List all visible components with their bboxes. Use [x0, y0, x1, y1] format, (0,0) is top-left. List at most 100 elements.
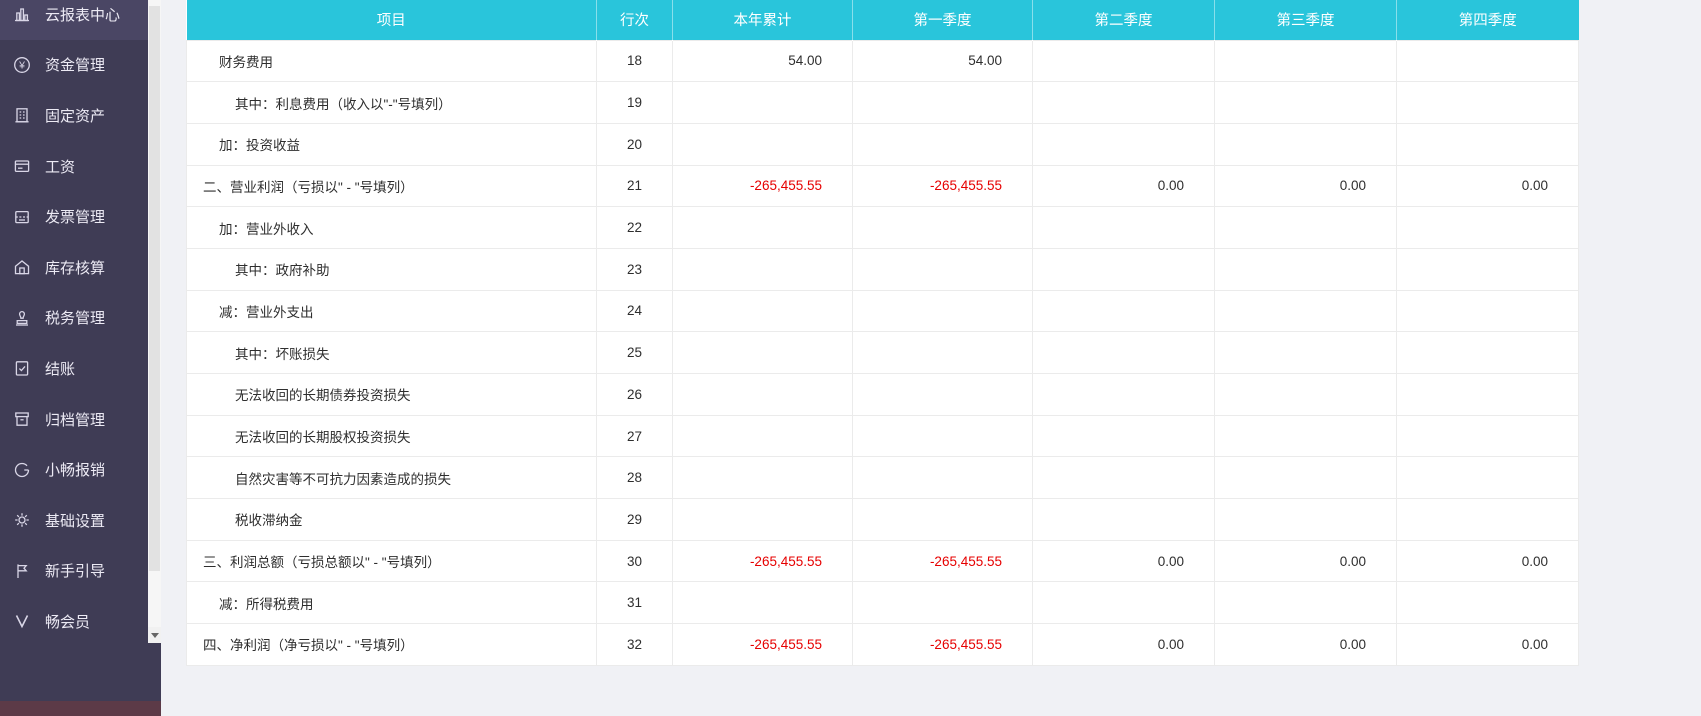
- row-line-number: 22: [596, 206, 673, 249]
- gear-icon: [12, 510, 32, 530]
- row-item-label: 无法收回的长期股权投资损失: [186, 414, 597, 458]
- row-item-label: 三、利润总额（亏损总额以" - "号填列）: [186, 539, 597, 583]
- cell-q2: 0.00: [1032, 623, 1215, 666]
- cell-ytd: [672, 81, 853, 124]
- cell-ytd: [672, 331, 853, 374]
- column-header-ytd: 本年累计: [672, 0, 853, 40]
- cell-q4: [1396, 122, 1579, 166]
- sidebar-item-basic-settings[interactable]: 基础设置: [0, 495, 148, 546]
- sidebar-item-closing[interactable]: 结账: [0, 343, 148, 394]
- sidebar-scroll-down-button[interactable]: [148, 627, 161, 643]
- cell-q4: [1396, 498, 1579, 541]
- cell-q3: [1214, 581, 1397, 625]
- cell-q4: 0.00: [1396, 539, 1579, 583]
- cell-q1: [852, 456, 1033, 500]
- archive-box-icon: [12, 409, 32, 429]
- column-header-line: 行次: [596, 0, 673, 40]
- stamp-icon: [12, 308, 32, 328]
- cell-q3: [1214, 414, 1397, 458]
- cell-q3: [1214, 373, 1397, 416]
- sidebar-item-label: 固定资产: [45, 107, 106, 125]
- cell-ytd: [672, 414, 853, 458]
- cell-ytd: -265,455.55: [672, 623, 853, 666]
- sidebar-item-fixed-assets[interactable]: 固定资产: [0, 90, 148, 141]
- cell-ytd: [672, 373, 853, 416]
- sidebar-scrollbar[interactable]: [148, 0, 161, 643]
- table-row: 无法收回的长期债券投资损失 26: [186, 373, 1579, 416]
- sidebar: 云报表中心 ¥ 资金管理 固定资产 工资 发票管理: [0, 0, 161, 716]
- sidebar-item-label: 发票管理: [45, 209, 106, 227]
- column-header-q3: 第三季度: [1214, 0, 1397, 40]
- sidebar-item-archive-management[interactable]: 归档管理: [0, 394, 148, 445]
- sidebar-item-label: 工资: [45, 158, 76, 176]
- cell-q4: [1396, 81, 1579, 124]
- row-line-number: 27: [596, 414, 673, 458]
- sidebar-item-invoice-management[interactable]: 发票管理: [0, 191, 148, 242]
- sidebar-item-label: 小畅报销: [45, 462, 106, 480]
- sidebar-item-funds-management[interactable]: ¥ 资金管理: [0, 40, 148, 91]
- table-row: 减：营业外支出 24: [186, 289, 1579, 333]
- sidebar-item-label: 畅会员: [45, 613, 91, 631]
- cell-q4: [1396, 39, 1579, 83]
- cell-q1: [852, 206, 1033, 249]
- cell-ytd: -265,455.55: [672, 164, 853, 208]
- sidebar-item-tax-management[interactable]: 税务管理: [0, 293, 148, 344]
- column-header-q2: 第二季度: [1032, 0, 1215, 40]
- sidebar-item-payroll[interactable]: 工资: [0, 141, 148, 192]
- row-item-label: 加：营业外收入: [186, 206, 597, 249]
- cell-q3: [1214, 331, 1397, 374]
- sidebar-item-xiaochang-reimburse[interactable]: 小畅报销: [0, 444, 148, 495]
- row-line-number: 20: [596, 122, 673, 166]
- cell-q1: [852, 122, 1033, 166]
- cell-q2: [1032, 373, 1215, 416]
- table-header-row: 项目 行次 本年累计 第一季度 第二季度 第三季度 第四季度: [186, 0, 1579, 40]
- row-line-number: 25: [596, 331, 673, 374]
- cell-q2: [1032, 581, 1215, 625]
- cell-q3: [1214, 289, 1397, 333]
- row-line-number: 30: [596, 539, 673, 583]
- row-item-label: 加：投资收益: [186, 122, 597, 166]
- sidebar-scrollbar-thumb[interactable]: [149, 6, 160, 571]
- warehouse-icon: [12, 257, 32, 277]
- yen-coin-icon: ¥: [12, 55, 32, 75]
- cell-q4: [1396, 414, 1579, 458]
- sidebar-item-inventory-accounting[interactable]: 库存核算: [0, 242, 148, 293]
- sidebar-bottom-partial-item[interactable]: [0, 701, 161, 716]
- cell-ytd: [672, 247, 853, 291]
- sidebar-item-label: 结账: [45, 360, 76, 378]
- cell-ytd: [672, 122, 853, 166]
- cell-q4: 0.00: [1396, 164, 1579, 208]
- row-line-number: 26: [596, 373, 673, 416]
- sidebar-item-beginner-guide[interactable]: 新手引导: [0, 546, 148, 597]
- row-item-label: 四、净利润（净亏损以" - "号填列）: [186, 623, 597, 666]
- row-item-label: 税收滞纳金: [186, 498, 597, 541]
- cell-q3: [1214, 206, 1397, 249]
- column-header-item: 项目: [186, 0, 597, 40]
- sidebar-item-label: 资金管理: [45, 57, 106, 75]
- cell-q2: [1032, 498, 1215, 541]
- sidebar-item-label: 基础设置: [45, 512, 106, 530]
- clipboard-check-icon: [12, 358, 32, 378]
- cell-q1: [852, 581, 1033, 625]
- table-row: 加：营业外收入 22: [186, 206, 1579, 249]
- cell-q1: [852, 247, 1033, 291]
- table-row: 加：投资收益 20: [186, 122, 1579, 166]
- sidebar-item-label: 税务管理: [45, 310, 106, 328]
- table-row: 三、利润总额（亏损总额以" - "号填列） 30 -265,455.55 -26…: [186, 539, 1579, 583]
- sidebar-item-chang-member[interactable]: 畅会员: [0, 596, 148, 647]
- cell-ytd: -265,455.55: [672, 539, 853, 583]
- table-row: 其中：坏账损失 25: [186, 331, 1579, 374]
- cell-q2: [1032, 456, 1215, 500]
- cell-q2: [1032, 81, 1215, 124]
- cell-ytd: [672, 289, 853, 333]
- sidebar-item-label: 归档管理: [45, 411, 106, 429]
- sidebar-item-cloud-report-center[interactable]: 云报表中心: [0, 0, 148, 40]
- row-item-label: 财务费用: [186, 39, 597, 83]
- row-line-number: 18: [596, 39, 673, 83]
- row-item-label: 其中：坏账损失: [186, 331, 597, 374]
- cell-q2: [1032, 247, 1215, 291]
- sidebar-item-label: 新手引导: [45, 563, 106, 581]
- cell-q4: [1396, 373, 1579, 416]
- cell-q2: [1032, 289, 1215, 333]
- cell-q1: [852, 81, 1033, 124]
